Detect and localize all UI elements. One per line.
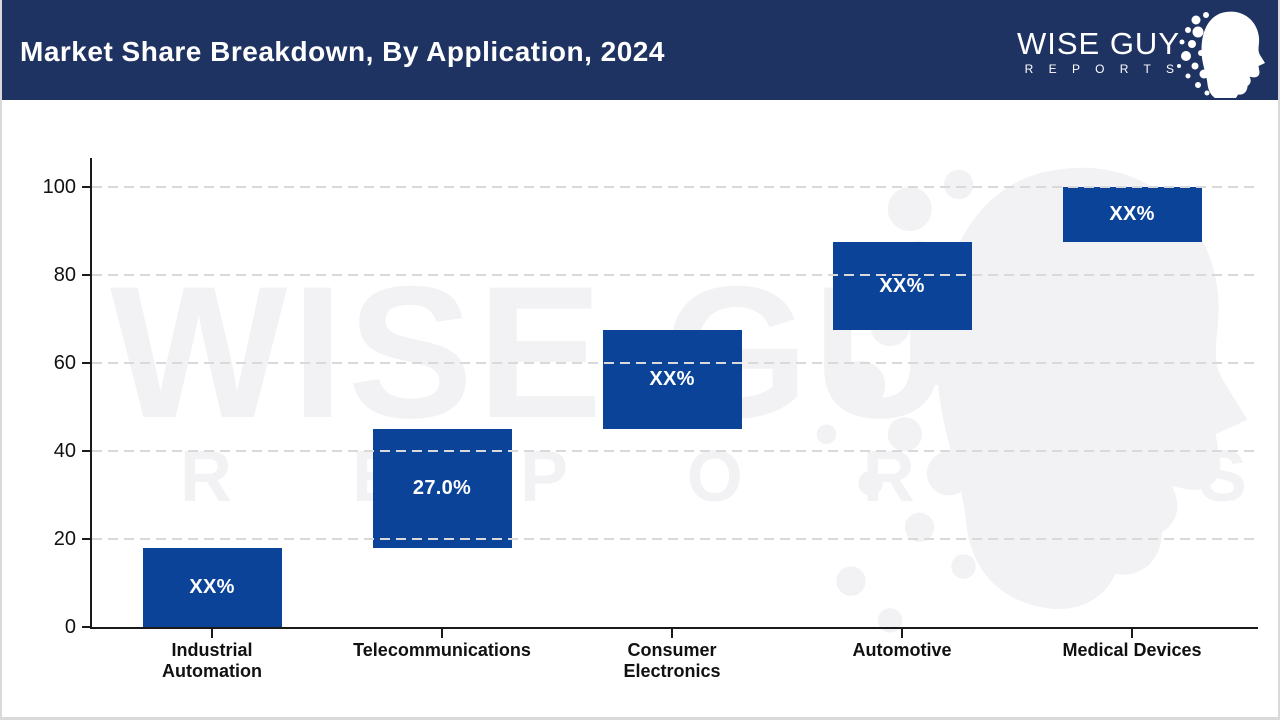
plot-area: 0 20 40 60 80 100 XX% 27.0% XX% XX% XX% Industrial A… <box>2 100 1278 717</box>
y-axis-tick <box>82 186 91 188</box>
wiseguy-logo: WISE GUY R E P O R T S <box>1017 6 1270 102</box>
y-tick-label: 0 <box>64 616 76 638</box>
gridline <box>92 274 1258 276</box>
chart-title: Market Share Breakdown, By Application, … <box>20 36 665 67</box>
bar-value-label: XX% <box>189 575 235 598</box>
x-category-label: Automotive <box>852 640 952 660</box>
x-category-label: Medical Devices <box>1062 640 1202 660</box>
bar-value-label: 27.0% <box>412 476 472 499</box>
x-axis-tick <box>211 629 213 638</box>
bar-segment: XX% <box>602 330 742 429</box>
y-tick-label: 40 <box>53 440 76 462</box>
y-axis-tick <box>82 626 91 628</box>
y-tick-label: 20 <box>53 528 76 550</box>
x-axis-tick <box>1131 629 1133 638</box>
bar-segment: XX% <box>832 242 972 330</box>
gridline <box>92 186 1258 188</box>
bar-value-label: XX% <box>649 368 695 390</box>
y-tick-label: 60 <box>53 352 76 374</box>
y-axis-tick <box>82 362 91 364</box>
gridline <box>92 538 1258 540</box>
logo-subname-text: R E P O R T S <box>1024 62 1180 76</box>
x-axis-tick <box>901 629 903 638</box>
bar-segment: XX% <box>1062 187 1202 242</box>
x-category-label: Industrial Automation <box>162 640 262 681</box>
x-axis-tick <box>441 629 443 638</box>
y-tick-label: 100 <box>42 176 76 198</box>
y-axis-line <box>90 158 92 629</box>
y-axis-tick <box>82 450 91 452</box>
logo-wordmark: WISE GUY R E P O R T S <box>1017 28 1180 78</box>
bar-segment: XX% <box>142 547 282 627</box>
x-axis-line <box>90 627 1258 629</box>
logo-face-icon <box>1174 6 1270 103</box>
bar-value-label: XX% <box>1109 203 1155 225</box>
y-axis-tick <box>82 538 91 540</box>
bar-value-label: XX% <box>879 274 925 297</box>
bar-segment: 27.0% <box>372 429 512 548</box>
x-category-label: Consumer Electronics <box>623 640 721 681</box>
gridline <box>92 362 1258 364</box>
logo-name-text: WISE GUY <box>1016 26 1180 61</box>
gridline <box>92 450 1258 452</box>
x-category-label: Telecommunications <box>353 640 531 660</box>
x-axis-tick <box>671 629 673 638</box>
y-axis-tick <box>82 274 91 276</box>
y-tick-label: 80 <box>53 264 76 286</box>
header-band: Market Share Breakdown, By Application, … <box>2 0 1278 102</box>
